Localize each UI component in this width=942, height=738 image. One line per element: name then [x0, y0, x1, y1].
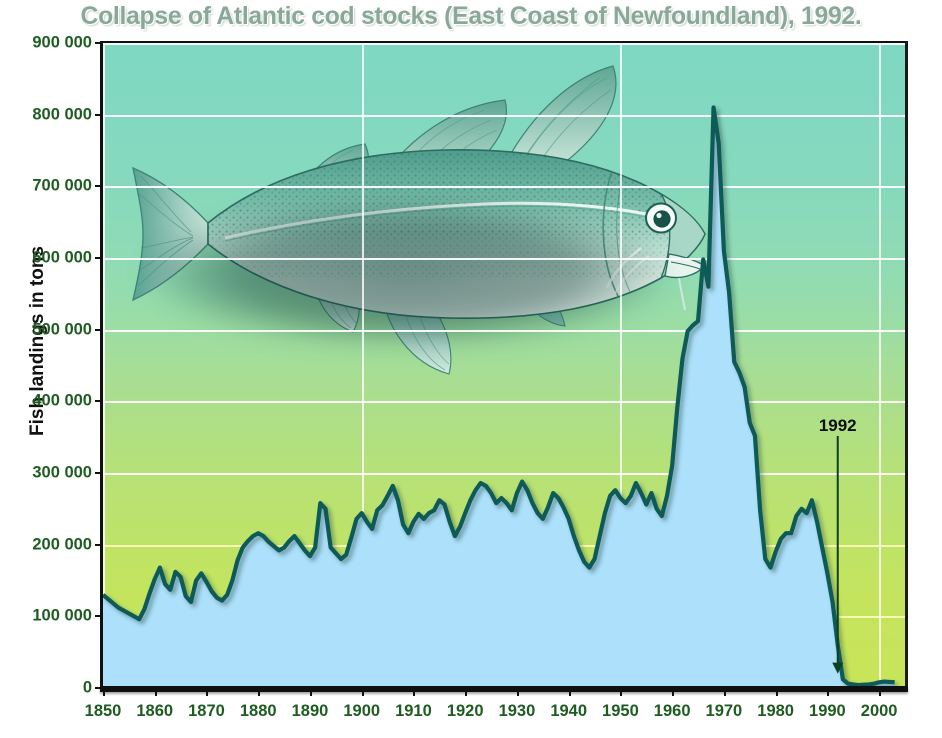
y-axis-tick-labels: 0 100 000 200 000 300 000 400 000 500 000 600 …	[0, 0, 92, 738]
x-tick-mark	[206, 686, 209, 696]
x-tick-label: 1870	[188, 702, 225, 720]
y-tick-mark	[95, 113, 103, 116]
x-tick-label: 1880	[239, 702, 277, 720]
x-tick-mark	[309, 686, 312, 696]
x-tick-label: 1970	[705, 702, 743, 720]
x-tick-mark	[154, 686, 157, 696]
x-tick-label: 1980	[757, 702, 794, 720]
x-tick-label: 1860	[136, 702, 174, 720]
y-tick-label: 900 000	[32, 33, 92, 52]
horizontal-gridline	[103, 43, 905, 45]
y-tick-mark	[95, 328, 103, 331]
x-tick-mark	[879, 686, 882, 696]
x-tick-mark	[465, 686, 468, 696]
x-axis-line	[100, 686, 908, 692]
x-tick-label: 1990	[809, 702, 846, 720]
y-tick-label: 200 000	[32, 535, 92, 554]
horizontal-gridline	[103, 401, 905, 404]
y-tick-mark	[95, 687, 103, 689]
x-tick-label: 1900	[343, 702, 381, 720]
y-tick-mark	[95, 185, 103, 188]
y-tick-mark	[95, 42, 103, 44]
x-tick-mark	[723, 686, 726, 696]
vertical-gridline	[103, 43, 105, 688]
annotation-arrow-head	[832, 662, 844, 674]
horizontal-gridline	[103, 329, 905, 332]
y-tick-label: 800 000	[32, 105, 92, 124]
area-fill	[103, 107, 895, 688]
x-tick-mark	[361, 686, 364, 696]
cod-landings-series	[103, 105, 895, 688]
y-tick-label: 100 000	[32, 606, 92, 625]
y-tick-mark	[95, 472, 103, 474]
horizontal-gridline	[103, 473, 905, 475]
x-tick-mark	[672, 686, 675, 696]
plot-area	[103, 43, 905, 688]
y-tick-label: 500 000	[32, 320, 92, 339]
x-tick-label: 1940	[550, 702, 588, 720]
y-tick-label: 700 000	[32, 176, 92, 195]
x-tick-label: 1960	[653, 702, 691, 720]
x-tick-mark	[827, 686, 830, 696]
horizontal-gridline	[103, 258, 905, 260]
vertical-gridline	[361, 43, 364, 688]
x-tick-label: 1910	[395, 702, 432, 720]
y-tick-label: 600 000	[32, 248, 92, 267]
x-tick-mark	[568, 686, 571, 696]
page-title: Collapse of Atlantic cod stocks (East Co…	[80, 2, 862, 30]
vertical-gridline	[620, 43, 623, 688]
series-line	[103, 105, 895, 688]
x-tick-label: 1890	[291, 702, 329, 720]
y-tick-mark	[95, 543, 103, 546]
y-tick-label: 300 000	[32, 463, 92, 482]
y-tick-label: 400 000	[32, 391, 92, 410]
x-tick-label: 1950	[602, 702, 639, 720]
x-tick-label: 1920	[446, 702, 484, 720]
y-axis-line	[100, 41, 103, 691]
x-tick-label: 1930	[498, 702, 536, 720]
x-tick-mark	[620, 686, 623, 696]
x-tick-label: 1850	[84, 702, 122, 720]
plot-frame-top	[100, 41, 908, 43]
vertical-gridline	[879, 43, 882, 688]
y-tick-label: 0	[82, 678, 92, 697]
y-tick-mark	[95, 615, 103, 618]
x-tick-mark	[103, 686, 105, 696]
x-tick-mark	[516, 686, 519, 696]
plot-frame-right	[905, 41, 908, 691]
annotation-1992-label: 1992	[818, 416, 857, 435]
y-tick-mark	[95, 257, 103, 259]
x-tick-mark	[775, 686, 778, 696]
x-tick-mark	[258, 686, 261, 696]
horizontal-gridline	[103, 186, 905, 189]
y-tick-mark	[95, 400, 103, 403]
annotation-layer	[832, 436, 844, 674]
x-tick-mark	[413, 686, 416, 696]
x-tick-label: 2000	[860, 702, 898, 720]
horizontal-gridline	[103, 114, 905, 117]
